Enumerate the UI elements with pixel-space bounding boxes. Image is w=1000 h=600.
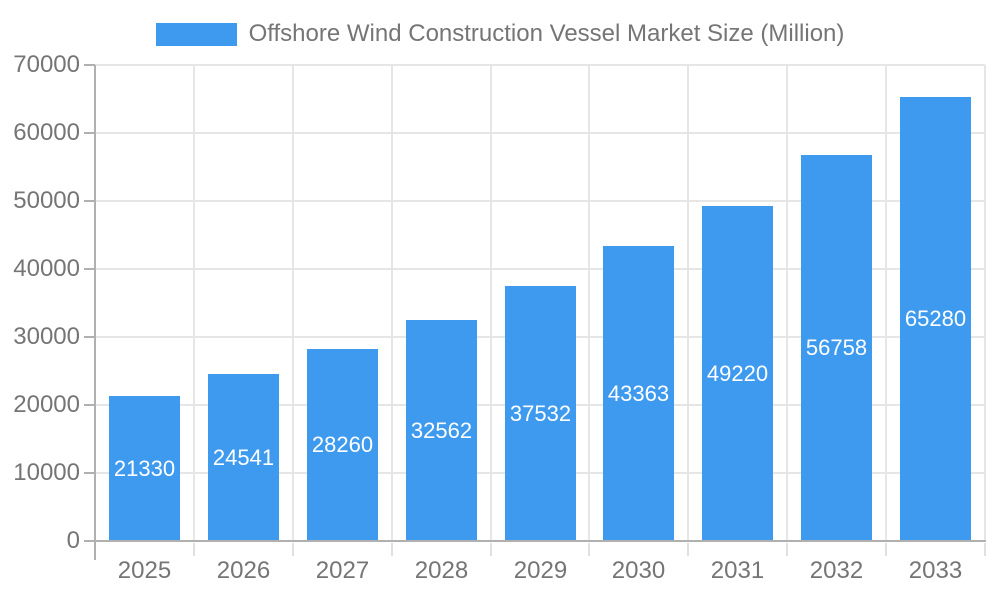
x-axis-tick	[984, 543, 986, 556]
x-axis-label: 2026	[216, 557, 271, 584]
legend-item[interactable]: Offshore Wind Construction Vessel Market…	[0, 16, 1000, 52]
x-axis-tick	[291, 543, 294, 556]
bar-2032[interactable]	[801, 155, 872, 541]
y-gridline	[95, 132, 985, 134]
x-gridline	[588, 65, 591, 541]
x-axis-tick	[687, 543, 690, 556]
legend-label: Offshore Wind Construction Vessel Market…	[248, 20, 845, 47]
x-gridline	[786, 65, 789, 541]
x-axis-label: 2028	[414, 557, 469, 584]
bar-2029[interactable]	[505, 286, 576, 541]
x-gridline	[489, 65, 492, 541]
y-axis-label: 70000	[13, 51, 80, 78]
y-axis-tick	[84, 64, 95, 66]
bar-2030[interactable]	[603, 246, 674, 541]
x-gridline	[885, 65, 888, 541]
y-axis-tick	[84, 132, 95, 134]
x-axis-label: 2027	[315, 557, 370, 584]
x-gridline	[687, 65, 690, 541]
legend-swatch-icon	[155, 22, 237, 46]
bar-2028[interactable]	[406, 320, 477, 541]
x-gridline	[390, 65, 393, 541]
y-axis-label: 30000	[13, 323, 80, 350]
x-axis-label: 2029	[513, 557, 568, 584]
y-axis-tick	[84, 268, 95, 270]
x-axis-label: 2032	[809, 557, 864, 584]
x-axis-label: 2030	[611, 557, 666, 584]
x-axis-label: 2025	[117, 557, 172, 584]
x-axis-tick	[489, 543, 492, 556]
y-axis-tick	[84, 404, 95, 406]
x-axis-label: 2033	[908, 557, 963, 584]
x-gridline	[984, 65, 986, 541]
y-axis-label: 0	[66, 527, 80, 554]
bar-2026[interactable]	[208, 374, 279, 541]
x-axis-label: 2031	[710, 557, 765, 584]
y-axis-label: 50000	[13, 187, 80, 214]
y-axis-label: 60000	[13, 119, 80, 146]
y-gridline	[95, 200, 985, 202]
y-gridline	[95, 268, 985, 270]
y-axis-label: 10000	[13, 459, 80, 486]
bar-2033[interactable]	[900, 97, 971, 541]
y-axis-tick	[84, 336, 95, 338]
y-axis-label: 40000	[13, 255, 80, 282]
y-gridline	[95, 64, 985, 66]
x-axis-tick	[588, 543, 591, 556]
x-axis-line	[94, 540, 986, 542]
y-axis-label: 20000	[13, 391, 80, 418]
y-axis-line	[94, 65, 96, 560]
bar-2025[interactable]	[109, 396, 180, 541]
y-axis-tick	[84, 540, 95, 542]
x-axis-tick	[192, 543, 195, 556]
y-axis-tick	[84, 200, 95, 202]
bar-2031[interactable]	[702, 206, 773, 541]
x-gridline	[192, 65, 195, 541]
x-axis-tick	[786, 543, 789, 556]
x-axis-tick	[885, 543, 888, 556]
x-axis-tick	[390, 543, 393, 556]
y-axis-tick	[84, 472, 95, 474]
bar-2027[interactable]	[307, 349, 378, 541]
x-gridline	[291, 65, 294, 541]
